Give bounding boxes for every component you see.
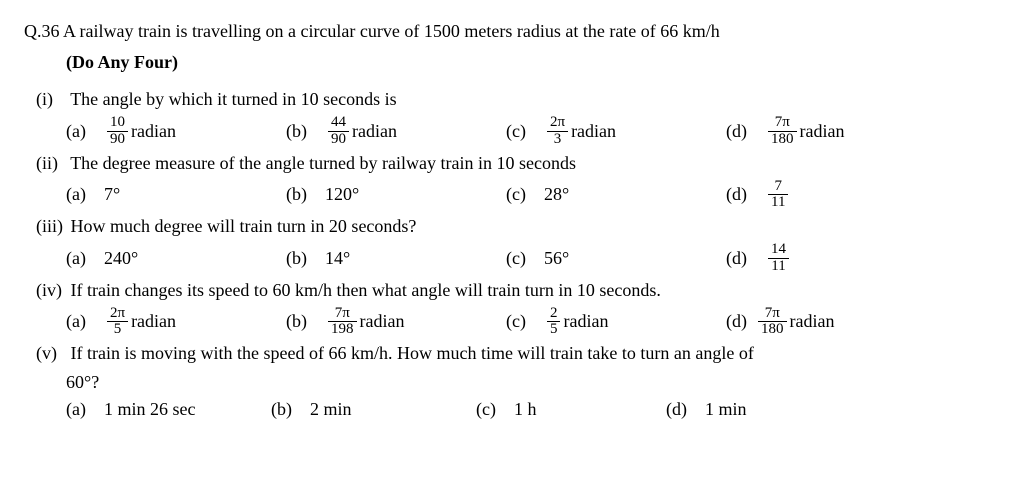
options-iii: (a) 240° (b) 14° (c) 56° (d) 1411 <box>66 242 1000 275</box>
option-ii-b: (b) 120° <box>286 179 496 212</box>
opt-label: (a) <box>66 181 86 208</box>
option-v-c: (c) 1 h <box>476 396 656 423</box>
opt-value: 1 h <box>514 396 537 423</box>
fraction: 2π5 <box>107 306 128 339</box>
subquestion-iii: (iii) How much degree will train turn in… <box>36 213 1000 240</box>
opt-label: (b) <box>286 181 307 208</box>
subq-label: (iii) <box>36 213 66 240</box>
fraction: 25 <box>547 306 561 339</box>
opt-suffix: radian <box>360 308 405 335</box>
opt-value: 28° <box>544 181 569 208</box>
opt-value: 1 min <box>705 396 747 423</box>
option-v-b: (b) 2 min <box>271 396 466 423</box>
subquestion-i: (i) The angle by which it turned in 10 s… <box>36 86 1000 113</box>
opt-label: (c) <box>506 181 526 208</box>
subq-text: If train changes its speed to 60 km/h th… <box>71 280 661 300</box>
subq-text: The angle by which it turned in 10 secon… <box>70 89 396 109</box>
option-v-d: (d) 1 min <box>666 396 876 423</box>
subquestion-iv: (iv) If train changes its speed to 60 km… <box>36 277 1000 304</box>
option-i-b: (b) 4490 radian <box>286 115 496 148</box>
opt-label: (d) <box>726 308 747 335</box>
opt-label: (b) <box>271 396 292 423</box>
opt-suffix: radian <box>563 308 608 335</box>
option-iv-a: (a) 2π5 radian <box>66 306 276 339</box>
opt-label: (d) <box>726 181 747 208</box>
opt-label: (c) <box>506 118 526 145</box>
subq-text-line2: 60°? <box>66 369 1000 396</box>
option-ii-c: (c) 28° <box>506 179 716 212</box>
opt-suffix: radian <box>571 118 616 145</box>
opt-label: (b) <box>286 308 307 335</box>
opt-value: 7° <box>104 181 120 208</box>
opt-label: (c) <box>506 245 526 272</box>
opt-label: (a) <box>66 396 86 423</box>
option-iv-b: (b) 7π198 radian <box>286 306 496 339</box>
subquestion-v: (v) If train is moving with the speed of… <box>36 340 1000 367</box>
options-iv: (a) 2π5 radian (b) 7π198 radian (c) 25 r… <box>66 306 1000 339</box>
opt-value: 240° <box>104 245 138 272</box>
fraction: 7π180 <box>768 115 797 148</box>
fraction: 7π180 <box>758 306 787 339</box>
option-iii-d: (d) 1411 <box>726 242 956 275</box>
option-i-d: (d) 7π180 radian <box>726 115 956 148</box>
opt-suffix: radian <box>131 308 176 335</box>
opt-value: 120° <box>325 181 359 208</box>
opt-suffix: radian <box>352 118 397 145</box>
subquestion-ii: (ii) The degree measure of the angle tur… <box>36 150 1000 177</box>
option-ii-a: (a) 7° <box>66 179 276 212</box>
opt-label: (d) <box>726 245 747 272</box>
opt-value: 56° <box>544 245 569 272</box>
opt-suffix: radian <box>131 118 176 145</box>
fraction: 4490 <box>328 115 349 148</box>
fraction: 1411 <box>768 242 789 275</box>
fraction: 7π198 <box>328 306 357 339</box>
option-i-c: (c) 2π3 radian <box>506 115 716 148</box>
opt-value: 14° <box>325 245 350 272</box>
opt-label: (c) <box>476 396 496 423</box>
opt-label: (a) <box>66 245 86 272</box>
subq-label: (iv) <box>36 277 66 304</box>
opt-suffix: radian <box>800 118 845 145</box>
fraction: 711 <box>768 179 788 212</box>
opt-value: 1 min 26 sec <box>104 396 196 423</box>
options-i: (a) 1090 radian (b) 4490 radian (c) 2π3 … <box>66 115 1000 148</box>
opt-suffix: radian <box>790 308 835 335</box>
opt-label: (a) <box>66 118 86 145</box>
opt-label: (a) <box>66 308 86 335</box>
option-iii-c: (c) 56° <box>506 242 716 275</box>
subq-text: How much degree will train turn in 20 se… <box>71 216 417 236</box>
fraction: 1090 <box>107 115 128 148</box>
option-v-a: (a) 1 min 26 sec <box>66 396 261 423</box>
opt-label: (d) <box>726 118 747 145</box>
option-iii-b: (b) 14° <box>286 242 496 275</box>
option-i-a: (a) 1090 radian <box>66 115 276 148</box>
question-header: Q.36 A railway train is travelling on a … <box>24 18 1000 45</box>
subq-text: If train is moving with the speed of 66 … <box>71 343 754 363</box>
subq-text: The degree measure of the angle turned b… <box>70 153 576 173</box>
opt-label: (b) <box>286 118 307 145</box>
fraction: 2π3 <box>547 115 568 148</box>
option-iii-a: (a) 240° <box>66 242 276 275</box>
subq-label: (i) <box>36 86 66 113</box>
opt-value: 2 min <box>310 396 352 423</box>
opt-label: (c) <box>506 308 526 335</box>
option-iv-c: (c) 25 radian <box>506 306 716 339</box>
option-ii-d: (d) 711 <box>726 179 956 212</box>
options-v: (a) 1 min 26 sec (b) 2 min (c) 1 h (d) 1… <box>66 396 1000 423</box>
do-any-four: (Do Any Four) <box>66 49 1000 76</box>
opt-label: (d) <box>666 396 687 423</box>
opt-label: (b) <box>286 245 307 272</box>
question-number: Q.36 <box>24 21 60 41</box>
question-text: A railway train is travelling on a circu… <box>63 21 720 41</box>
subq-label: (ii) <box>36 150 66 177</box>
option-iv-d: (d) 7π180 radian <box>726 306 956 339</box>
subq-label: (v) <box>36 340 66 367</box>
options-ii: (a) 7° (b) 120° (c) 28° (d) 711 <box>66 179 1000 212</box>
